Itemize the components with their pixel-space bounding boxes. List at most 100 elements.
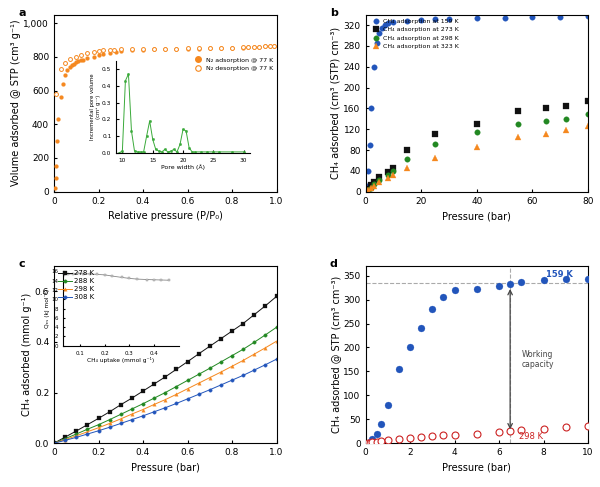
278 K xyxy=(206,343,214,349)
X-axis label: Pressure (bar): Pressure (bar) xyxy=(442,211,511,221)
Y-axis label: CH₄ adsorbed @ STP (cm³ cm⁻³): CH₄ adsorbed @ STP (cm³ cm⁻³) xyxy=(331,276,341,433)
Text: 298 K: 298 K xyxy=(519,432,543,441)
Legend: 278 K, 288 K, 298 K, 308 K: 278 K, 288 K, 298 K, 308 K xyxy=(58,269,95,301)
CH₄ adsorption at 273 K xyxy=(363,187,370,193)
308 K xyxy=(262,362,269,368)
CH₄ adsorption at 298 K xyxy=(376,177,383,183)
278 K xyxy=(62,434,69,440)
278 K xyxy=(151,381,158,387)
278 K xyxy=(117,402,124,408)
288 K xyxy=(106,417,113,423)
308 K xyxy=(62,437,69,443)
CH₄ adsorption at 273 K xyxy=(370,179,377,185)
CH₄ adsorption at 323 K xyxy=(404,165,411,170)
288 K xyxy=(239,346,247,352)
CH₄ adsorption at 159 K xyxy=(584,13,592,19)
298 K xyxy=(151,402,158,408)
CH₄ adsorption at 323 K xyxy=(584,123,592,129)
298 K xyxy=(206,375,214,380)
Line: 298 K: 298 K xyxy=(52,339,278,445)
308 K xyxy=(151,409,158,415)
CH₄ adsorption at 273 K xyxy=(542,106,550,112)
Line: CH₄ adsorption at 298 K: CH₄ adsorption at 298 K xyxy=(364,111,591,193)
298 K xyxy=(195,380,202,386)
278 K xyxy=(262,303,269,309)
288 K xyxy=(62,436,69,442)
298 K xyxy=(84,429,91,435)
Y-axis label: CH₄ adsorbed (mmol g⁻¹): CH₄ adsorbed (mmol g⁻¹) xyxy=(22,293,32,416)
CH₄ adsorption at 159 K xyxy=(445,16,452,22)
CH₄ adsorption at 159 K xyxy=(365,168,372,174)
CH₄ adsorption at 273 K xyxy=(473,121,481,127)
278 K xyxy=(195,351,202,357)
CH₄ adsorption at 159 K xyxy=(529,14,536,20)
298 K xyxy=(50,440,58,446)
CH₄ adsorption at 298 K xyxy=(384,172,391,178)
CH₄ adsorption at 323 K xyxy=(562,127,569,133)
278 K xyxy=(95,415,102,421)
298 K xyxy=(184,386,191,392)
278 K xyxy=(139,388,146,394)
CH₄ adsorption at 323 K xyxy=(370,183,377,189)
308 K xyxy=(161,405,169,411)
Text: b: b xyxy=(330,7,338,18)
308 K xyxy=(173,400,180,406)
CH₄ adsorption at 323 K xyxy=(431,155,439,161)
278 K xyxy=(229,328,236,334)
308 K xyxy=(128,417,136,423)
Text: c: c xyxy=(19,259,25,269)
278 K xyxy=(50,440,58,446)
CH₄ adsorption at 159 K xyxy=(382,22,389,28)
298 K xyxy=(173,392,180,397)
Y-axis label: Volume adsorbed @ STP (cm³ g⁻¹): Volume adsorbed @ STP (cm³ g⁻¹) xyxy=(11,20,20,187)
298 K xyxy=(117,416,124,422)
278 K xyxy=(84,422,91,428)
CH₄ adsorption at 298 K xyxy=(515,121,522,127)
308 K xyxy=(139,413,146,419)
288 K xyxy=(128,406,136,412)
308 K xyxy=(184,396,191,402)
288 K xyxy=(251,339,258,345)
278 K xyxy=(184,359,191,365)
CH₄ adsorption at 159 K xyxy=(404,18,411,24)
Line: CH₄ adsorption at 273 K: CH₄ adsorption at 273 K xyxy=(364,98,591,193)
308 K xyxy=(95,428,102,434)
288 K xyxy=(151,395,158,401)
CH₄ adsorption at 273 K xyxy=(584,97,592,103)
298 K xyxy=(239,357,247,363)
Text: 159 K: 159 K xyxy=(546,270,572,279)
308 K xyxy=(50,440,58,446)
Text: Working
capacity: Working capacity xyxy=(521,350,554,369)
CH₄ adsorption at 323 K xyxy=(542,131,550,137)
CH₄ adsorption at 298 K xyxy=(404,156,411,162)
278 K xyxy=(217,336,224,341)
308 K xyxy=(229,377,236,383)
CH₄ adsorption at 159 K xyxy=(367,106,374,112)
CH₄ adsorption at 273 K xyxy=(376,174,383,180)
288 K xyxy=(173,384,180,390)
CH₄ adsorption at 159 K xyxy=(418,17,425,23)
288 K xyxy=(184,377,191,383)
CH₄ adsorption at 298 K xyxy=(542,118,550,124)
CH₄ adsorption at 159 K xyxy=(384,20,391,26)
CH₄ adsorption at 323 K xyxy=(473,145,481,150)
X-axis label: Pressure (bar): Pressure (bar) xyxy=(442,463,511,472)
CH₄ adsorption at 273 K xyxy=(367,183,374,188)
Line: CH₄ adsorption at 323 K: CH₄ adsorption at 323 K xyxy=(364,123,591,193)
X-axis label: Pressure (bar): Pressure (bar) xyxy=(131,463,200,472)
CH₄ adsorption at 298 K xyxy=(367,185,374,190)
CH₄ adsorption at 298 K xyxy=(363,187,370,193)
288 K xyxy=(84,426,91,432)
CH₄ adsorption at 159 K xyxy=(473,15,481,21)
CH₄ adsorption at 323 K xyxy=(367,185,374,191)
Legend: CH₄ adsorption at 159 K, CH₄ adsorption at 273 K, CH₄ adsorption at 298 K, CH₄ a: CH₄ adsorption at 159 K, CH₄ adsorption … xyxy=(368,18,460,50)
CH₄ adsorption at 273 K xyxy=(515,108,522,114)
298 K xyxy=(273,338,280,344)
298 K xyxy=(139,407,146,412)
308 K xyxy=(239,373,247,378)
278 K xyxy=(73,428,80,434)
298 K xyxy=(217,369,224,375)
CH₄ adsorption at 298 K xyxy=(431,141,439,147)
288 K xyxy=(262,332,269,338)
CH₄ adsorption at 273 K xyxy=(365,186,372,191)
